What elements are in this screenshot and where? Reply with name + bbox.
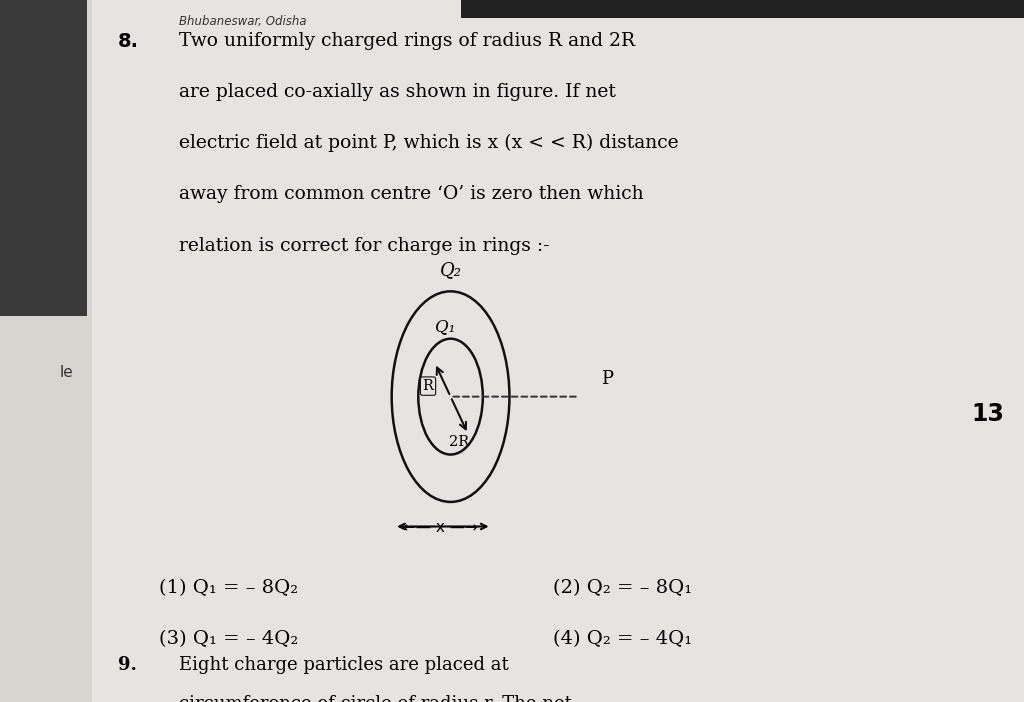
- Text: Q₁: Q₁: [435, 318, 456, 336]
- Text: 2R: 2R: [449, 435, 469, 449]
- Text: 8.: 8.: [118, 32, 139, 51]
- Text: electric field at point P, which is x (x < < R) distance: electric field at point P, which is x (x…: [179, 134, 679, 152]
- Text: (3) Q₁ = – 4Q₂: (3) Q₁ = – 4Q₂: [159, 630, 298, 648]
- Text: Two uniformly charged rings of radius R and 2R: Two uniformly charged rings of radius R …: [179, 32, 635, 50]
- Text: circumference of circle of radius r. The net: circumference of circle of radius r. The…: [179, 695, 572, 702]
- Text: ←— x —→: ←— x —→: [403, 520, 477, 536]
- Text: Bhubaneswar, Odisha: Bhubaneswar, Odisha: [179, 15, 307, 29]
- Text: 9.: 9.: [118, 656, 136, 675]
- Text: 13: 13: [972, 402, 1005, 426]
- Text: (1) Q₁ = – 8Q₂: (1) Q₁ = – 8Q₂: [159, 579, 298, 597]
- Text: (4) Q₂ = – 4Q₁: (4) Q₂ = – 4Q₁: [553, 630, 692, 648]
- Text: Eight charge particles are placed at: Eight charge particles are placed at: [179, 656, 509, 675]
- Bar: [0, 0, 87, 316]
- Bar: [461, 0, 1024, 18]
- Text: Q₂: Q₂: [439, 260, 462, 279]
- Text: le: le: [59, 365, 74, 380]
- Text: away from common centre ‘O’ is zero then which: away from common centre ‘O’ is zero then…: [179, 185, 644, 204]
- Text: relation is correct for charge in rings :-: relation is correct for charge in rings …: [179, 237, 550, 255]
- Text: P: P: [601, 370, 612, 388]
- Text: R: R: [423, 379, 433, 393]
- Text: (2) Q₂ = – 8Q₁: (2) Q₂ = – 8Q₁: [553, 579, 692, 597]
- Text: are placed co-axially as shown in figure. If net: are placed co-axially as shown in figure…: [179, 83, 616, 101]
